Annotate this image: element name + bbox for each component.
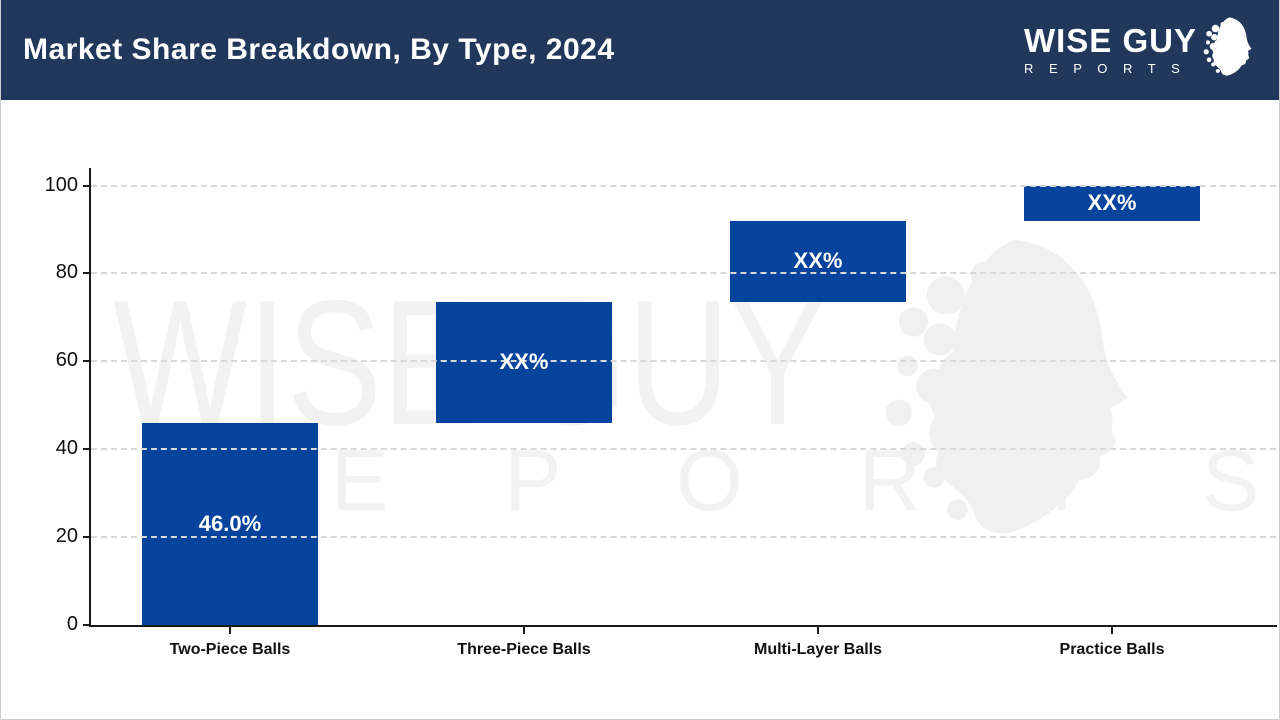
y-tick-mark [83,272,90,275]
grid-line [91,448,1276,451]
y-tick-label: 80 [55,261,78,284]
brand-logo-text: WISE GUY R E P O R T S [1024,24,1197,76]
y-axis-line [89,168,91,627]
x-tick-mark [1111,627,1113,634]
x-category-label-multi-layer-balls: Multi-Layer Balls [753,641,883,658]
brand-name: WISE GUY [1023,22,1197,59]
x-category-label-two-piece-balls: Two-Piece Balls [169,641,291,658]
x-category-label-practice-balls: Practice Balls [1059,641,1165,658]
y-tick-mark [83,624,90,626]
bar-value-label-three-piece-balls: XX% [499,349,549,375]
bar-value-label-practice-balls: XX% [1087,190,1137,216]
y-tick-label: 100 [44,173,78,196]
bar-value-label-multi-layer-balls: XX% [793,248,843,274]
brand-head-icon [1201,14,1259,86]
y-tick-mark [83,536,90,539]
y-tick-label: 0 [66,613,78,635]
y-tick-label: 20 [55,525,78,548]
y-tick-mark [83,448,90,451]
grid-line [91,536,1276,539]
grid-line [91,272,1276,275]
bar-two-piece-balls [142,422,318,625]
brand-logo: WISE GUY R E P O R T S [1024,14,1259,86]
y-tick-mark [83,184,90,187]
x-tick-mark [817,627,819,634]
x-tick-mark [523,627,525,634]
x-tick-mark [229,627,231,634]
bar-practice-balls [1024,185,1200,221]
page-title: Market Share Breakdown, By Type, 2024 [23,33,615,66]
x-category-label-three-piece-balls: Three-Piece Balls [457,641,591,658]
grid-line [91,360,1276,363]
bar-three-piece-balls [436,302,612,423]
y-tick-label: 40 [55,437,78,460]
y-tick-label: 60 [55,349,78,372]
x-axis-line [89,625,1277,627]
bar-value-label-two-piece-balls: 46.0% [198,510,262,536]
grid-line [91,184,1276,187]
header-bar: Market Share Breakdown, By Type, 2024 WI… [1,0,1279,100]
y-tick-mark [83,360,90,363]
watermark-head-icon [869,228,1169,580]
brand-subtitle: R E P O R T S [1023,61,1186,76]
bar-multi-layer-balls [730,220,906,302]
